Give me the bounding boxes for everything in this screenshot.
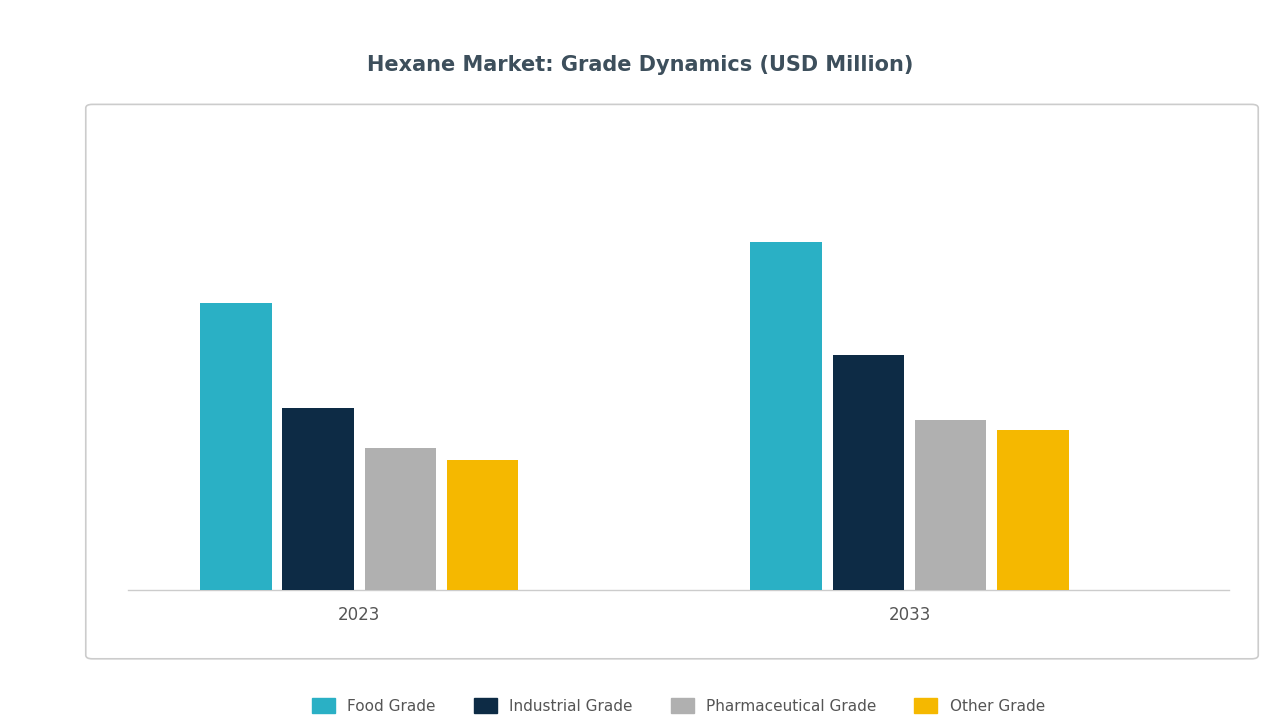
Legend: Food Grade, Industrial Grade, Pharmaceutical Grade, Other Grade: Food Grade, Industrial Grade, Pharmaceut… [305,690,1052,720]
Text: Hexane Market: Grade Dynamics (USD Million): Hexane Market: Grade Dynamics (USD Milli… [367,55,913,75]
Bar [997,431,1069,590]
Bar [915,420,987,590]
Bar [200,303,271,590]
Bar [750,243,822,590]
Bar [283,408,353,590]
Bar [833,356,904,590]
Bar [447,460,518,590]
Bar [365,448,436,590]
